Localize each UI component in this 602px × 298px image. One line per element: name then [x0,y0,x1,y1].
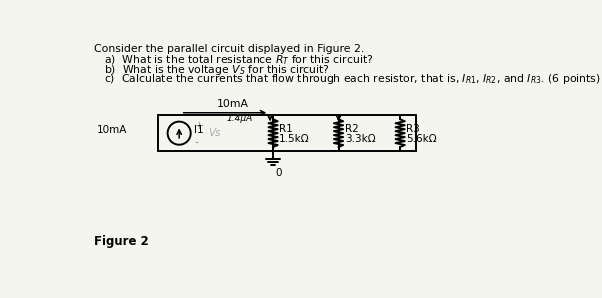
Text: 5.6kΩ: 5.6kΩ [406,134,437,144]
Text: 10mA: 10mA [217,99,249,109]
Text: 1.5kΩ: 1.5kΩ [279,134,310,144]
Text: Vs: Vs [208,128,221,138]
Text: Consider the parallel circuit displayed in Figure 2.: Consider the parallel circuit displayed … [94,44,364,54]
Text: 1.4μA: 1.4μA [227,114,253,123]
Text: 0: 0 [275,168,282,178]
Text: Figure 2: Figure 2 [94,235,149,248]
Text: 3.3kΩ: 3.3kΩ [345,134,375,144]
Text: a)  What is the total resistance $R_T$ for this circuit?: a) What is the total resistance $R_T$ fo… [104,53,373,67]
Text: -: - [194,137,199,148]
Text: R2: R2 [345,124,358,134]
Text: c)  Calculate the currents that flow through each resistor, that is, $I_{R1}$, $: c) Calculate the currents that flow thro… [104,72,601,86]
Text: b)  What is the voltage $V_S$ for this circuit?: b) What is the voltage $V_S$ for this ci… [104,63,330,77]
Text: R1: R1 [279,124,293,134]
Text: +: + [194,121,204,131]
Text: 10mA: 10mA [96,125,127,135]
Text: I1: I1 [194,125,203,135]
Text: R3: R3 [406,124,420,134]
